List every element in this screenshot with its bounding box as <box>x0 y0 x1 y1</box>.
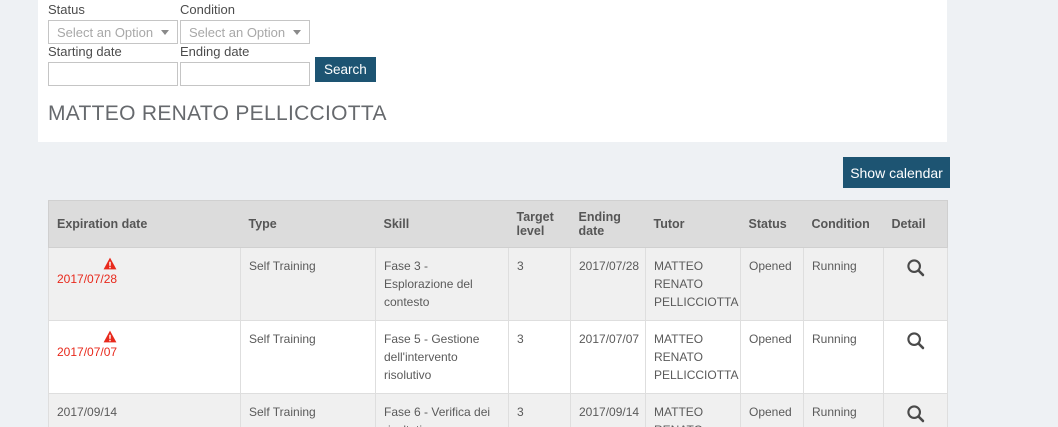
ending-date-field: Ending date <box>180 45 310 86</box>
detail-cell <box>883 393 948 427</box>
status-field: Status Select an Option <box>48 3 178 44</box>
detail-cell <box>883 247 948 321</box>
ending-date-cell: 2017/09/14 <box>570 393 646 427</box>
search-button[interactable]: Search <box>315 57 376 82</box>
col-skill: Skill <box>375 200 509 248</box>
expiration-date: 2017/07/07 <box>57 345 118 359</box>
col-condition: Condition <box>803 200 884 248</box>
target-level-cell: 3 <box>508 247 571 321</box>
col-detail: Detail <box>883 200 948 248</box>
status-cell: Opened <box>740 320 804 394</box>
expiration-date-cell: 2017/07/28 <box>48 247 241 321</box>
status-label: Status <box>48 2 85 17</box>
col-status: Status <box>740 200 804 248</box>
expiration-date-cell: 2017/07/07 <box>48 320 241 394</box>
results-table: Expiration date Type Skill Target level … <box>48 200 948 427</box>
magnifier-icon[interactable] <box>905 403 927 425</box>
skill-cell: Fase 3 - Esplorazione del contesto <box>375 247 509 321</box>
ending-date-cell: 2017/07/07 <box>570 320 646 394</box>
condition-field: Condition Select an Option <box>180 3 310 44</box>
ending-date-label: Ending date <box>180 44 250 59</box>
col-type: Type <box>240 200 376 248</box>
skill-cell: Fase 5 - Gestione dell'intervento risolu… <box>375 320 509 394</box>
skill-cell: Fase 6 - Verifica dei risultati <box>375 393 509 427</box>
table-row: 2017/07/28 Self Training Fase 3 - Esplor… <box>48 247 948 321</box>
condition-select[interactable]: Select an Option <box>180 20 310 44</box>
chevron-down-icon <box>161 29 169 35</box>
expiration-date: 2017/09/14 <box>57 405 118 419</box>
condition-cell: Running <box>803 393 884 427</box>
condition-cell: Running <box>803 320 884 394</box>
table-row: 2017/07/07 Self Training Fase 5 - Gestio… <box>48 320 948 394</box>
col-tutor: Tutor <box>645 200 741 248</box>
expiration-date-cell: 2017/09/14 <box>48 393 241 427</box>
condition-cell: Running <box>803 247 884 321</box>
starting-date-field: Starting date <box>48 45 178 86</box>
starting-date-label: Starting date <box>48 44 122 59</box>
tutor-cell: MATTEO RENATO PELLICCIOTTA <box>645 393 741 427</box>
magnifier-icon[interactable] <box>905 257 927 279</box>
type-cell: Self Training <box>240 393 376 427</box>
magnifier-icon[interactable] <box>905 330 927 352</box>
ending-date-cell: 2017/07/28 <box>570 247 646 321</box>
status-cell: Opened <box>740 393 804 427</box>
type-cell: Self Training <box>240 247 376 321</box>
target-level-cell: 3 <box>508 393 571 427</box>
status-select-placeholder: Select an Option <box>57 24 154 40</box>
ending-date-input[interactable] <box>180 62 310 86</box>
status-cell: Opened <box>740 247 804 321</box>
tutor-cell: MATTEO RENATO PELLICCIOTTA <box>645 320 741 394</box>
type-cell: Self Training <box>240 320 376 394</box>
status-select[interactable]: Select an Option <box>48 20 178 44</box>
detail-cell <box>883 320 948 394</box>
condition-select-placeholder: Select an Option <box>189 24 286 40</box>
warning-triangle-icon <box>103 330 117 343</box>
col-expiration-date: Expiration date <box>48 200 241 248</box>
chevron-down-icon <box>293 29 301 35</box>
show-calendar-button[interactable]: Show calendar <box>843 157 950 188</box>
page-title: MATTEO RENATO PELLICCIOTTA <box>48 102 387 125</box>
target-level-cell: 3 <box>508 320 571 394</box>
table-row: 2017/09/14 Self Training Fase 6 - Verifi… <box>48 393 948 427</box>
col-target-level: Target level <box>508 200 571 248</box>
starting-date-input[interactable] <box>48 62 178 86</box>
tutor-cell: MATTEO RENATO PELLICCIOTTA <box>645 247 741 321</box>
condition-label: Condition <box>180 2 235 17</box>
warning-triangle-icon <box>103 257 117 270</box>
col-ending-date: Ending date <box>570 200 646 248</box>
expiration-date: 2017/07/28 <box>57 272 118 286</box>
table-header-row: Expiration date Type Skill Target level … <box>48 200 948 248</box>
